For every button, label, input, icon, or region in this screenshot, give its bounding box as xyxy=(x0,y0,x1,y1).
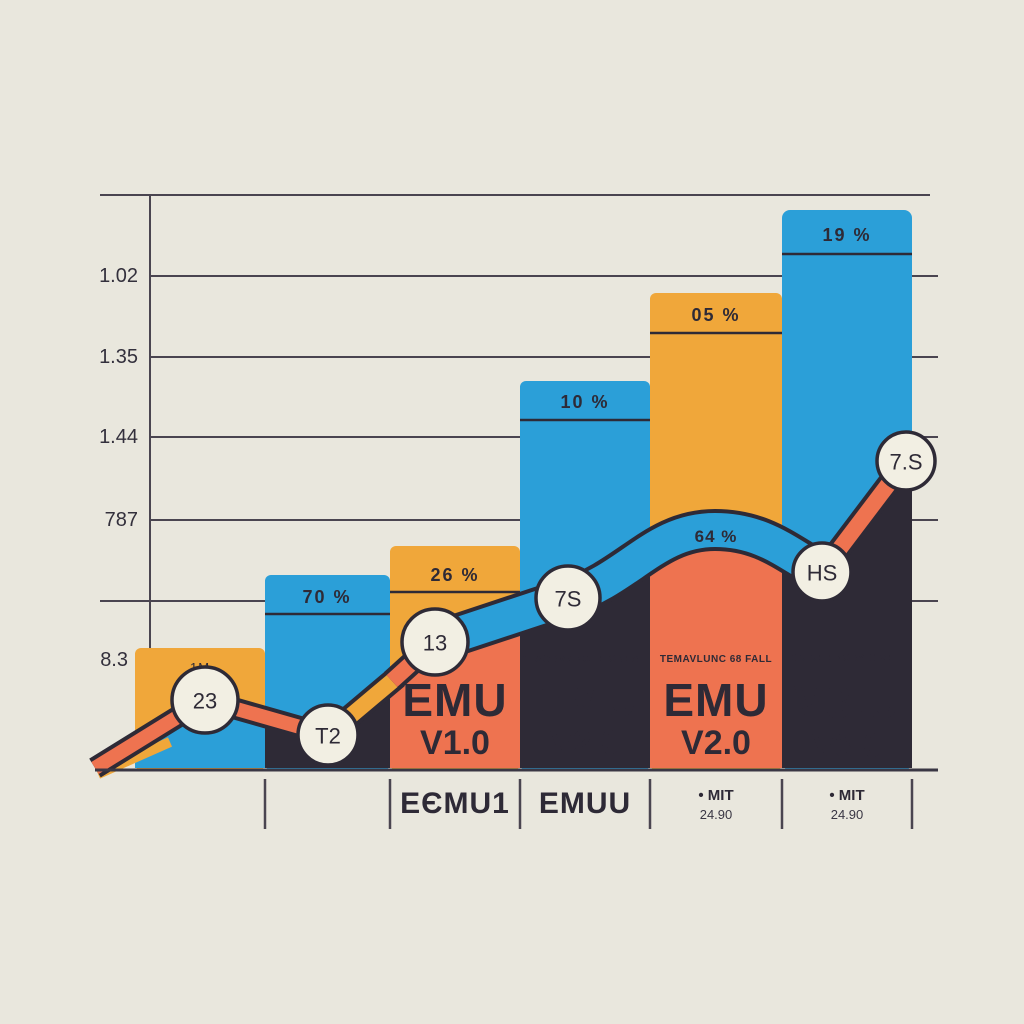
panel-version: V2.0 xyxy=(681,724,751,762)
bar-value-label: 26 % xyxy=(430,565,479,585)
bar-value-label: 05 % xyxy=(691,305,740,325)
x-axis-label: EЄMU1 xyxy=(400,787,510,820)
x-axis-ticks xyxy=(263,779,914,829)
panel-caption: TESORMANGEE ONESTI xyxy=(521,654,648,665)
panel-version: V3.0 xyxy=(812,727,882,765)
lower-panel-3 xyxy=(390,614,520,768)
panel-title: EMU xyxy=(663,674,768,726)
lower-panel-2 xyxy=(265,681,390,768)
data-point: 13 xyxy=(400,607,470,677)
y-axis-label: 1.35 xyxy=(99,346,138,368)
panel-version: V1.0 xyxy=(420,724,490,762)
x-axis-label: • MIT xyxy=(829,787,864,804)
data-point-circle xyxy=(875,430,937,492)
y-axis-label: 8.3 xyxy=(100,649,128,671)
data-point-circle xyxy=(791,541,853,603)
data-point-label: HS xyxy=(807,561,838,586)
data-point-label: 23 xyxy=(193,689,217,714)
data-points: 23 T2 13 7S HS 7.S xyxy=(170,430,937,767)
x-axis-labels: EЄMU1 EMUU • MIT 24.90 • MIT 24.90 xyxy=(400,787,864,822)
panel-texts: EMU V1.0 TESORMANGEE ONESTI EMU V2.0 TEM… xyxy=(402,653,904,765)
data-point-circle xyxy=(170,665,240,735)
data-point: 7S xyxy=(534,564,602,632)
x-axis-sublabel: 24.90 xyxy=(831,807,864,822)
data-point: 23 xyxy=(170,665,240,735)
panel-title: EMU xyxy=(532,674,637,726)
y-axis-labels: 1.02 1.35 1.44 787 8.3 xyxy=(99,265,138,671)
x-axis-sublabel: 24.90 xyxy=(700,807,733,822)
y-axis-label: 1.02 xyxy=(99,265,138,287)
panel-caption: TEMAVLUNC 68 FALL xyxy=(660,654,772,665)
lower-panel-6 xyxy=(782,453,912,768)
y-axis-label: 1.44 xyxy=(99,426,138,448)
data-point: T2 xyxy=(296,703,360,767)
panel-title: EMU xyxy=(402,674,507,726)
y-axis-label: 787 xyxy=(105,509,138,531)
panel-caption: OR REIENORY GIVETI xyxy=(790,653,904,664)
bar-value-label: 70 % xyxy=(302,587,351,607)
line-annotation: 64 % xyxy=(695,527,738,546)
panel-version: V2.0 xyxy=(550,724,620,762)
data-point-label: 13 xyxy=(423,631,447,656)
data-point-label: 7.S xyxy=(889,450,922,475)
data-point-circle xyxy=(534,564,602,632)
data-point: HS xyxy=(791,541,853,603)
panel-title: V3.U xyxy=(794,676,900,728)
bar-value-label: 19 % xyxy=(822,225,871,245)
data-point-label: T2 xyxy=(315,724,341,749)
trend-line-segment-blue xyxy=(429,513,830,659)
data-point-circle xyxy=(400,607,470,677)
lower-panel-5 xyxy=(650,540,782,768)
x-axis-label: EMUU xyxy=(539,787,631,820)
data-point-circle xyxy=(296,703,360,767)
x-axis-label: • MIT xyxy=(698,787,733,804)
bar-value-label: 10 % xyxy=(560,392,609,412)
data-point-label: 7S xyxy=(555,587,582,612)
data-point: 7.S xyxy=(875,430,937,492)
